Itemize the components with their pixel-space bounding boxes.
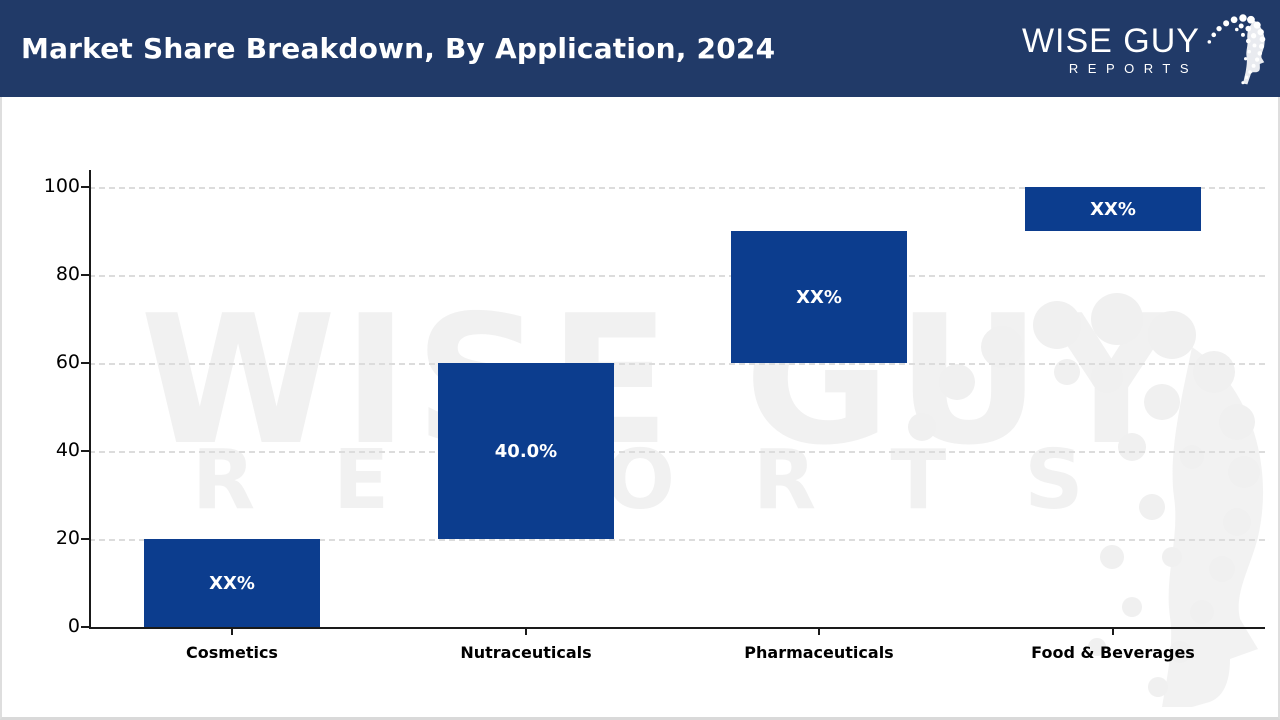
chart-title: Market Share Breakdown, By Application, … xyxy=(21,32,776,65)
x-tick-mark xyxy=(818,629,820,635)
chart-area: WISE GUY REPORTS 0 20 40 60 80 100 XX% Cosmetic… xyxy=(0,97,1280,720)
gridline xyxy=(89,275,1265,277)
x-tick-mark xyxy=(525,629,527,635)
y-tick-label: 20 xyxy=(55,527,80,549)
y-tick-mark xyxy=(81,274,89,276)
watermark-subtext: REPORTS xyxy=(192,433,1162,528)
gridline xyxy=(89,363,1265,365)
logo-head-icon xyxy=(1207,14,1266,85)
y-tick-mark xyxy=(81,450,89,452)
watermark-head-pattern xyxy=(908,293,1264,707)
bar-segment: 40.0% xyxy=(438,363,614,539)
y-tick-label: 0 xyxy=(67,615,80,637)
bar-value-label: XX% xyxy=(796,286,842,308)
bar-segment: XX% xyxy=(1025,187,1201,231)
gridline xyxy=(89,187,1265,189)
x-tick-label: Food & Beverages xyxy=(1031,643,1195,662)
gridline xyxy=(89,539,1265,541)
watermark-wordmark: WISE GUY xyxy=(140,277,1182,484)
y-axis-spine xyxy=(89,170,91,629)
x-tick-mark xyxy=(1112,629,1114,635)
x-tick-label: Nutraceuticals xyxy=(460,643,592,662)
bar-segment: XX% xyxy=(731,231,907,363)
bar-segment: XX% xyxy=(144,539,320,627)
gridline xyxy=(89,451,1265,453)
logo-wordmark: WISE GUY xyxy=(1021,21,1200,60)
y-tick-mark xyxy=(81,362,89,364)
y-tick-mark xyxy=(81,626,89,628)
y-tick-mark xyxy=(81,538,89,540)
bar-value-label: 40.0% xyxy=(494,440,558,462)
x-tick-label: Pharmaceuticals xyxy=(744,643,894,662)
x-tick-mark xyxy=(231,629,233,635)
y-tick-label: 40 xyxy=(55,439,80,461)
x-tick-label: Cosmetics xyxy=(186,643,278,662)
x-axis-spine xyxy=(89,627,1265,629)
bar-value-label: XX% xyxy=(209,572,255,594)
y-tick-label: 60 xyxy=(55,351,80,373)
header-bar: Market Share Breakdown, By Application, … xyxy=(0,0,1280,97)
bar-value-label: XX% xyxy=(1090,198,1136,220)
logo-subtext: REPORTS xyxy=(1068,60,1198,76)
y-tick-mark xyxy=(81,186,89,188)
y-tick-label: 80 xyxy=(55,263,80,285)
brand-logo: WISE GUY REPORTS xyxy=(1022,6,1266,92)
y-tick-label: 100 xyxy=(43,175,80,197)
